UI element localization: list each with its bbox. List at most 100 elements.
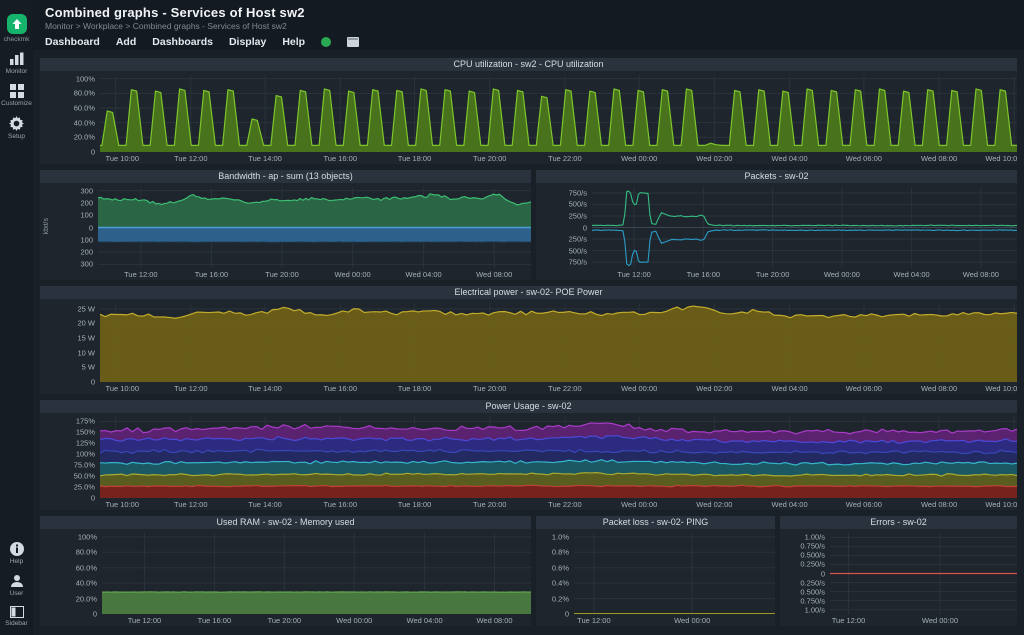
x-tick-label: Tue 14:00 — [248, 154, 282, 163]
x-tick-label: Tue 16:00 — [686, 270, 721, 279]
x-tick-label: Tue 12:00 — [577, 616, 611, 625]
x-tick-label: Wed 08:00 — [476, 270, 513, 279]
y-axis: 0 20.0% 40.0% 60.0% 80.0% 100% — [40, 74, 100, 156]
sidebar-item-sidebar-toggle[interactable]: Sidebar — [0, 606, 33, 627]
y-tick-label: 0.250/s — [800, 578, 825, 588]
menu-item-display[interactable]: Display — [228, 36, 267, 48]
plot-area[interactable] — [100, 303, 1017, 382]
sidebar-item-label: Help — [9, 558, 24, 565]
x-tick-label: Tue 16:00 — [197, 616, 232, 625]
y-tick-label: 500/s — [568, 246, 587, 255]
sidebar-item-help[interactable]: Help — [0, 542, 33, 565]
y-tick-label: 1.00/s — [804, 605, 825, 615]
chart-title[interactable]: Packet loss - sw-02- PING — [536, 516, 775, 529]
connectivity-status-icon[interactable] — [321, 37, 332, 47]
chart-panel-used-ram: Used RAM - sw-02 - Memory used 0 20.0% 40.… — [40, 516, 531, 626]
y-tick-label: 0 — [90, 493, 95, 503]
x-tick-label: Tue 10:00 — [105, 500, 140, 509]
y-tick-label: 0.750/s — [800, 541, 825, 551]
window-icon[interactable] — [347, 37, 360, 47]
plot-area[interactable] — [98, 187, 531, 268]
top-navbar: Combined graphs - Services of Host sw2 M… — [33, 0, 1024, 50]
y-tick-label: 200 — [80, 247, 93, 257]
x-tick-label: Wed 04:00 — [406, 616, 443, 625]
dashboard-content: CPU utilization - sw2 - CPU utilization … — [33, 50, 1024, 635]
series-line-stack-3 — [100, 460, 1017, 465]
sidebar-item-customize[interactable]: Customize — [0, 84, 33, 107]
x-axis: Tue 10:00 Tue 12:00 Tue 14:00 Tue 16:00 Tue … — [100, 382, 1017, 394]
menu-bar: Dashboard Add Dashboards Display Help — [45, 36, 1024, 48]
y-tick-label: 1.0% — [551, 532, 569, 542]
series-line-out-pkts — [592, 230, 1017, 266]
chart-panel-packet-loss: Packet loss - sw-02- PING 0 0.2% 0.4% 0.6% 0… — [536, 516, 775, 626]
x-axis: Tue 10:00 Tue 12:00 Tue 14:00 Tue 16:00 Tue … — [100, 498, 1017, 510]
sidebar-item-label: User — [9, 590, 24, 597]
checkmk-logo[interactable]: checkmk — [0, 9, 33, 43]
chart-title[interactable]: Errors - sw-02 — [780, 516, 1017, 529]
series-line-stack-6 — [100, 423, 1017, 434]
sidebar-panel-icon — [9, 606, 24, 618]
menu-item-help[interactable]: Help — [282, 36, 306, 48]
x-axis: Tue 12:00 Tue 16:00 Tue 20:00 Wed 00:00 Wed … — [102, 614, 531, 626]
chart-title[interactable]: Used RAM - sw-02 - Memory used — [40, 516, 531, 529]
y-tick-label: 0.250/s — [800, 559, 825, 569]
chart-title[interactable]: Electrical power - sw-02- POE Power — [40, 286, 1017, 299]
x-tick-label: Wed 00:00 — [621, 154, 658, 163]
x-tick-label: Tue 12:00 — [617, 270, 651, 279]
x-axis: Tue 12:00 Tue 16:00 Tue 20:00 Wed 00:00 Wed … — [98, 268, 531, 280]
chart-title[interactable]: Power Usage - sw-02 — [40, 400, 1017, 413]
x-tick-label: Tue 20:00 — [472, 500, 507, 509]
x-tick-label: Tue 10:00 — [105, 154, 140, 163]
x-tick-label: Wed 06:00 — [845, 384, 882, 393]
x-tick-label: Wed 10:00 — [985, 500, 1017, 509]
series-area-in — [98, 227, 531, 242]
sidebar-item-setup[interactable]: Setup — [0, 116, 33, 140]
plot-area[interactable] — [830, 533, 1017, 614]
x-axis: Tue 12:00 Wed 00:00 — [830, 614, 1017, 626]
y-tick-label: 60.0% — [75, 563, 97, 573]
plot-area[interactable] — [100, 417, 1017, 498]
gear-icon — [9, 116, 24, 131]
sidebar-item-monitor[interactable]: Monitor — [0, 52, 33, 75]
y-tick-label: 20.0% — [73, 132, 95, 142]
chart-panel-packets: Packets - sw-02 750/s 500/s 250/s 0 250/s 500… — [536, 170, 1017, 280]
x-tick-label: Tue 18:00 — [397, 500, 432, 509]
chart-title[interactable]: CPU utilization - sw2 - CPU utilization — [40, 58, 1017, 71]
y-tick-label: 20.0% — [75, 594, 97, 604]
menu-item-dashboards[interactable]: Dashboards — [152, 36, 213, 48]
x-tick-label: Tue 16:00 — [323, 154, 358, 163]
y-tick-label: 0 — [88, 223, 93, 232]
x-tick-label: Tue 12:00 — [174, 500, 208, 509]
chart-title[interactable]: Bandwidth - ap - sum (13 objects) — [40, 170, 531, 183]
series-line-in — [98, 241, 531, 242]
menu-item-dashboard[interactable]: Dashboard — [45, 36, 100, 48]
chart-panel-electrical-power: Electrical power - sw-02- POE Power 0 5 W… — [40, 286, 1017, 394]
x-axis: Tue 10:00 Tue 12:00 Tue 14:00 Tue 16:00 Tue … — [100, 152, 1017, 164]
menu-item-add[interactable]: Add — [115, 36, 137, 48]
x-tick-label: Tue 14:00 — [248, 500, 282, 509]
chart-panel-bandwidth: Bandwidth - ap - sum (13 objects) kbit/s… — [40, 170, 531, 280]
bar-chart-icon — [9, 52, 23, 65]
checkmk-logo-icon — [6, 14, 27, 34]
x-tick-label: Wed 02:00 — [696, 384, 733, 393]
x-tick-label: Tue 20:00 — [267, 616, 302, 625]
x-tick-label: Wed 04:00 — [893, 270, 930, 279]
checkmk-logo-label: checkmk — [3, 36, 30, 43]
y-tick-label: 100% — [77, 532, 97, 542]
x-tick-label: Tue 22:00 — [548, 500, 582, 509]
chart-panel-cpu-utilization: CPU utilization - sw2 - CPU utilization … — [40, 58, 1017, 164]
y-tick-label: 5 W — [81, 362, 95, 372]
y-tick-label: 300 — [80, 186, 93, 196]
y-tick-label: 0 — [820, 569, 825, 578]
y-axis: kbit/s 300 200 100 0 100 200 300 — [40, 186, 98, 269]
y-tick-label: 0.2% — [551, 594, 569, 604]
y-tick-label: 100 — [80, 210, 93, 220]
plot-area[interactable] — [100, 75, 1017, 152]
x-tick-label: Wed 08:00 — [920, 384, 958, 393]
plot-area[interactable] — [592, 187, 1017, 268]
y-tick-label: 80.0% — [73, 88, 95, 98]
chart-title[interactable]: Packets - sw-02 — [536, 170, 1017, 183]
plot-area[interactable] — [574, 533, 775, 614]
sidebar-item-user[interactable]: User — [0, 574, 33, 597]
plot-area[interactable] — [102, 533, 531, 614]
